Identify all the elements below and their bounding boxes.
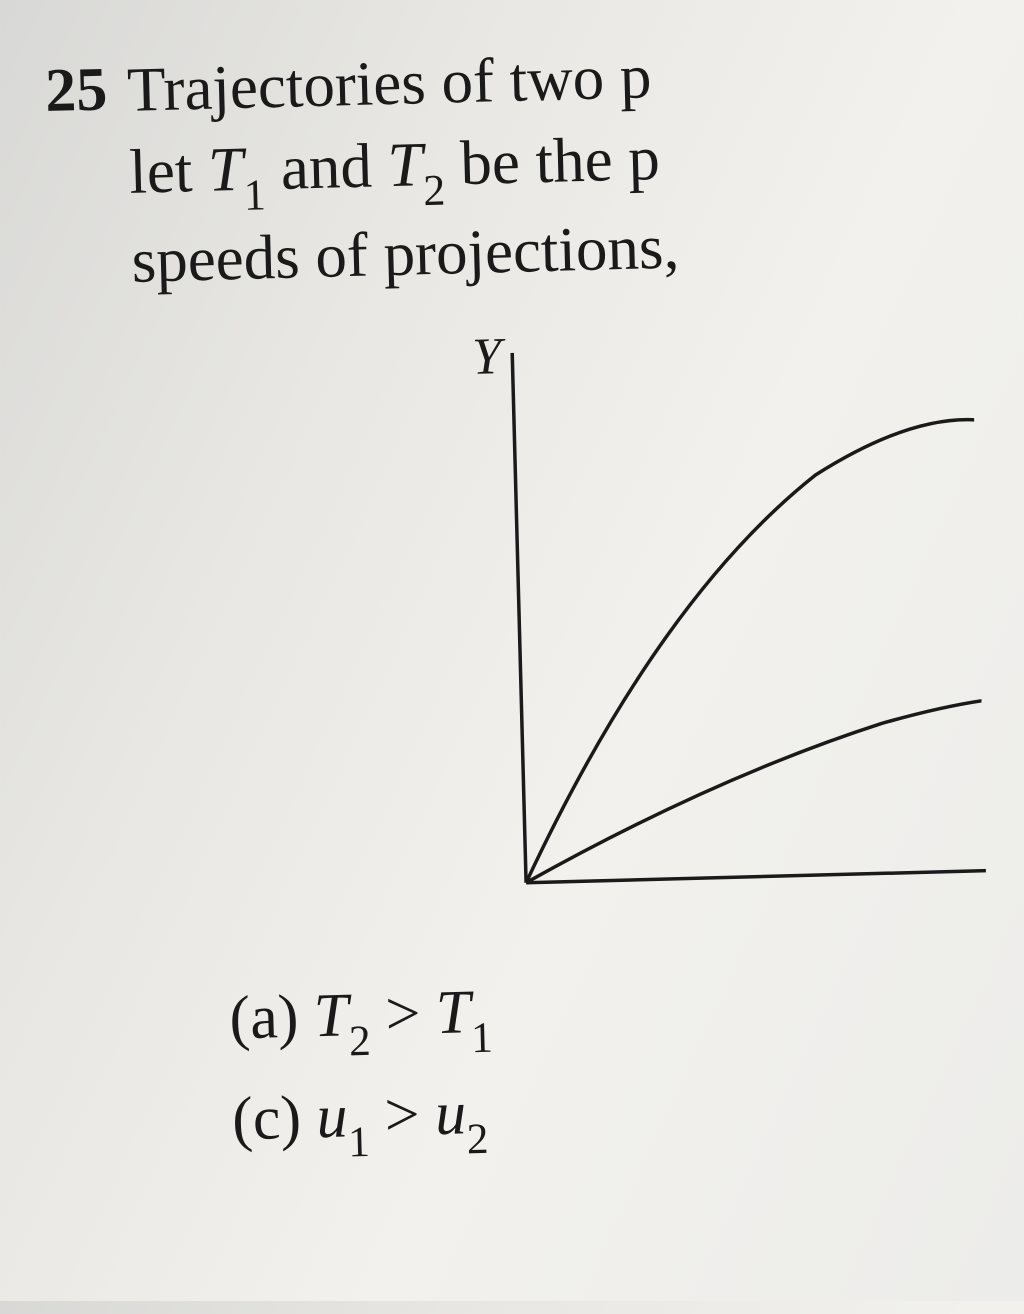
question-line-2-suffix: be the p xyxy=(444,123,661,199)
y-axis xyxy=(512,353,526,883)
x-axis xyxy=(526,870,986,883)
var-t2: T xyxy=(387,129,424,200)
answer-a-t1-sub: 1 xyxy=(470,1013,493,1062)
answer-c-label: (c) xyxy=(231,1084,317,1154)
question-line-2-mid: and xyxy=(264,130,388,203)
trajectory-chart: Y xyxy=(451,310,1010,904)
answer-option-c: (c) u1 > u2 xyxy=(231,1051,1017,1173)
var-t2-sub: 2 xyxy=(423,166,446,216)
answer-c-u2: u xyxy=(434,1080,467,1149)
trajectory-curve-1 xyxy=(514,419,986,883)
var-t1: T xyxy=(207,134,244,205)
answer-a-t2: T xyxy=(313,981,349,1050)
page-content: 25 Trajectories of two p let T1 and T2 b… xyxy=(0,0,1024,1314)
answer-c-gt: > xyxy=(368,1081,436,1151)
answer-a-t2-sub: 2 xyxy=(348,1016,371,1065)
answer-a-label: (a) xyxy=(229,982,315,1052)
answer-options: (a) T2 > T1 (c) u1 > u2 xyxy=(228,950,1017,1174)
chart-svg: Y xyxy=(451,311,986,904)
answer-a-t1: T xyxy=(435,978,471,1047)
trajectory-curve-2 xyxy=(522,698,987,883)
question-number: 25 xyxy=(44,58,108,122)
answer-a-gt: > xyxy=(369,979,437,1049)
var-t1-sub: 1 xyxy=(243,170,266,220)
answer-c-u1: u xyxy=(316,1083,349,1152)
question-line-1: Trajectories of two p xyxy=(126,41,652,125)
question-line-2-prefix: let xyxy=(128,135,209,207)
y-axis-label: Y xyxy=(472,328,507,386)
answer-c-u2-sub: 2 xyxy=(466,1115,489,1164)
answer-c-u1-sub: 1 xyxy=(348,1118,371,1167)
question-block: 25 Trajectories of two p let T1 and T2 b… xyxy=(44,27,994,304)
question-text: Trajectories of two p let T1 and T2 be t… xyxy=(126,36,680,303)
question-line-3: speeds of projections, xyxy=(131,211,680,295)
